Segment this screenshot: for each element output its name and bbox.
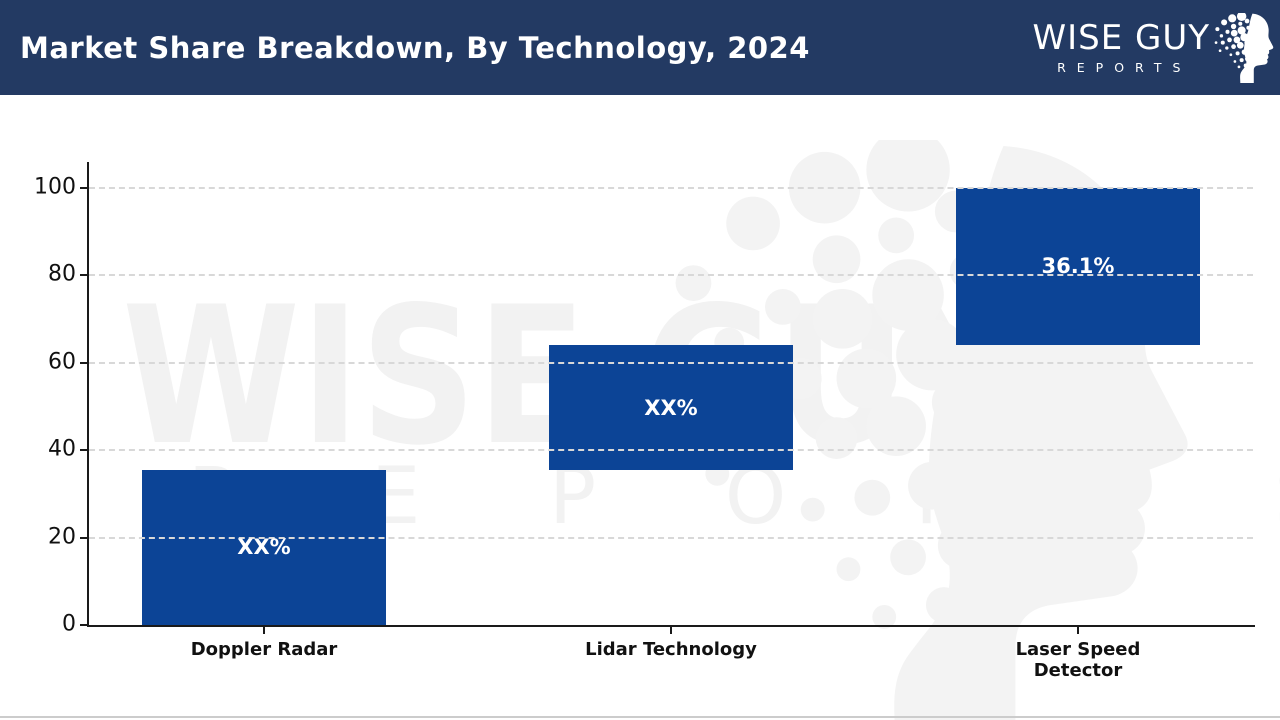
y-tick-label-80: 80 — [48, 261, 76, 287]
bottom-divider — [0, 716, 1280, 718]
gridline-60 — [89, 361, 1253, 364]
bar-1 — [548, 345, 794, 470]
bar-value-label-0: XX% — [237, 535, 291, 560]
x-category-label-2: Laser Speed Detector — [1015, 639, 1141, 682]
logo-text: WISE GUY REPORTS — [1032, 18, 1210, 75]
bar-value-label-1: XX% — [644, 395, 698, 420]
gridline-40 — [89, 449, 1253, 451]
y-tick-mark-80 — [80, 274, 88, 276]
gridline-100 — [89, 186, 1253, 189]
bar-2 — [955, 187, 1201, 346]
logo-reports-text: REPORTS — [1057, 59, 1192, 75]
x-tick-mark-0 — [263, 627, 265, 634]
y-tick-mark-40 — [80, 449, 88, 451]
y-tick-label-20: 20 — [48, 524, 76, 549]
x-category-label-1: Lidar Technology — [585, 639, 757, 660]
bar-value-label-2: 36.1% — [1041, 254, 1115, 279]
y-tick-label-0: 0 — [62, 611, 76, 637]
x-category-label-0: Doppler Radar — [190, 639, 338, 660]
y-tick-mark-20 — [80, 536, 88, 539]
y-axis-line — [87, 162, 89, 627]
wise-guy-reports-logo: WISE GUY REPORTS — [1032, 7, 1274, 89]
y-tick-label-100: 100 — [34, 174, 76, 199]
gridline-80 — [89, 274, 1253, 276]
gridline-20 — [89, 536, 1253, 539]
logo-head-icon — [1212, 10, 1274, 86]
y-tick-label-60: 60 — [48, 349, 76, 374]
y-tick-label-40: 40 — [48, 436, 76, 462]
x-tick-mark-2 — [1076, 627, 1079, 634]
logo-wiseguy-text: WISE GUY — [1032, 18, 1210, 59]
page-title: Market Share Breakdown, By Technology, 2… — [20, 30, 810, 65]
y-tick-mark-100 — [80, 186, 88, 189]
header-bar: Market Share Breakdown, By Technology, 2… — [0, 0, 1280, 95]
x-tick-mark-1 — [670, 627, 672, 634]
y-tick-mark-0 — [80, 624, 88, 626]
x-axis-line — [87, 625, 1255, 627]
bar-0 — [141, 469, 387, 625]
y-tick-mark-60 — [80, 361, 88, 364]
